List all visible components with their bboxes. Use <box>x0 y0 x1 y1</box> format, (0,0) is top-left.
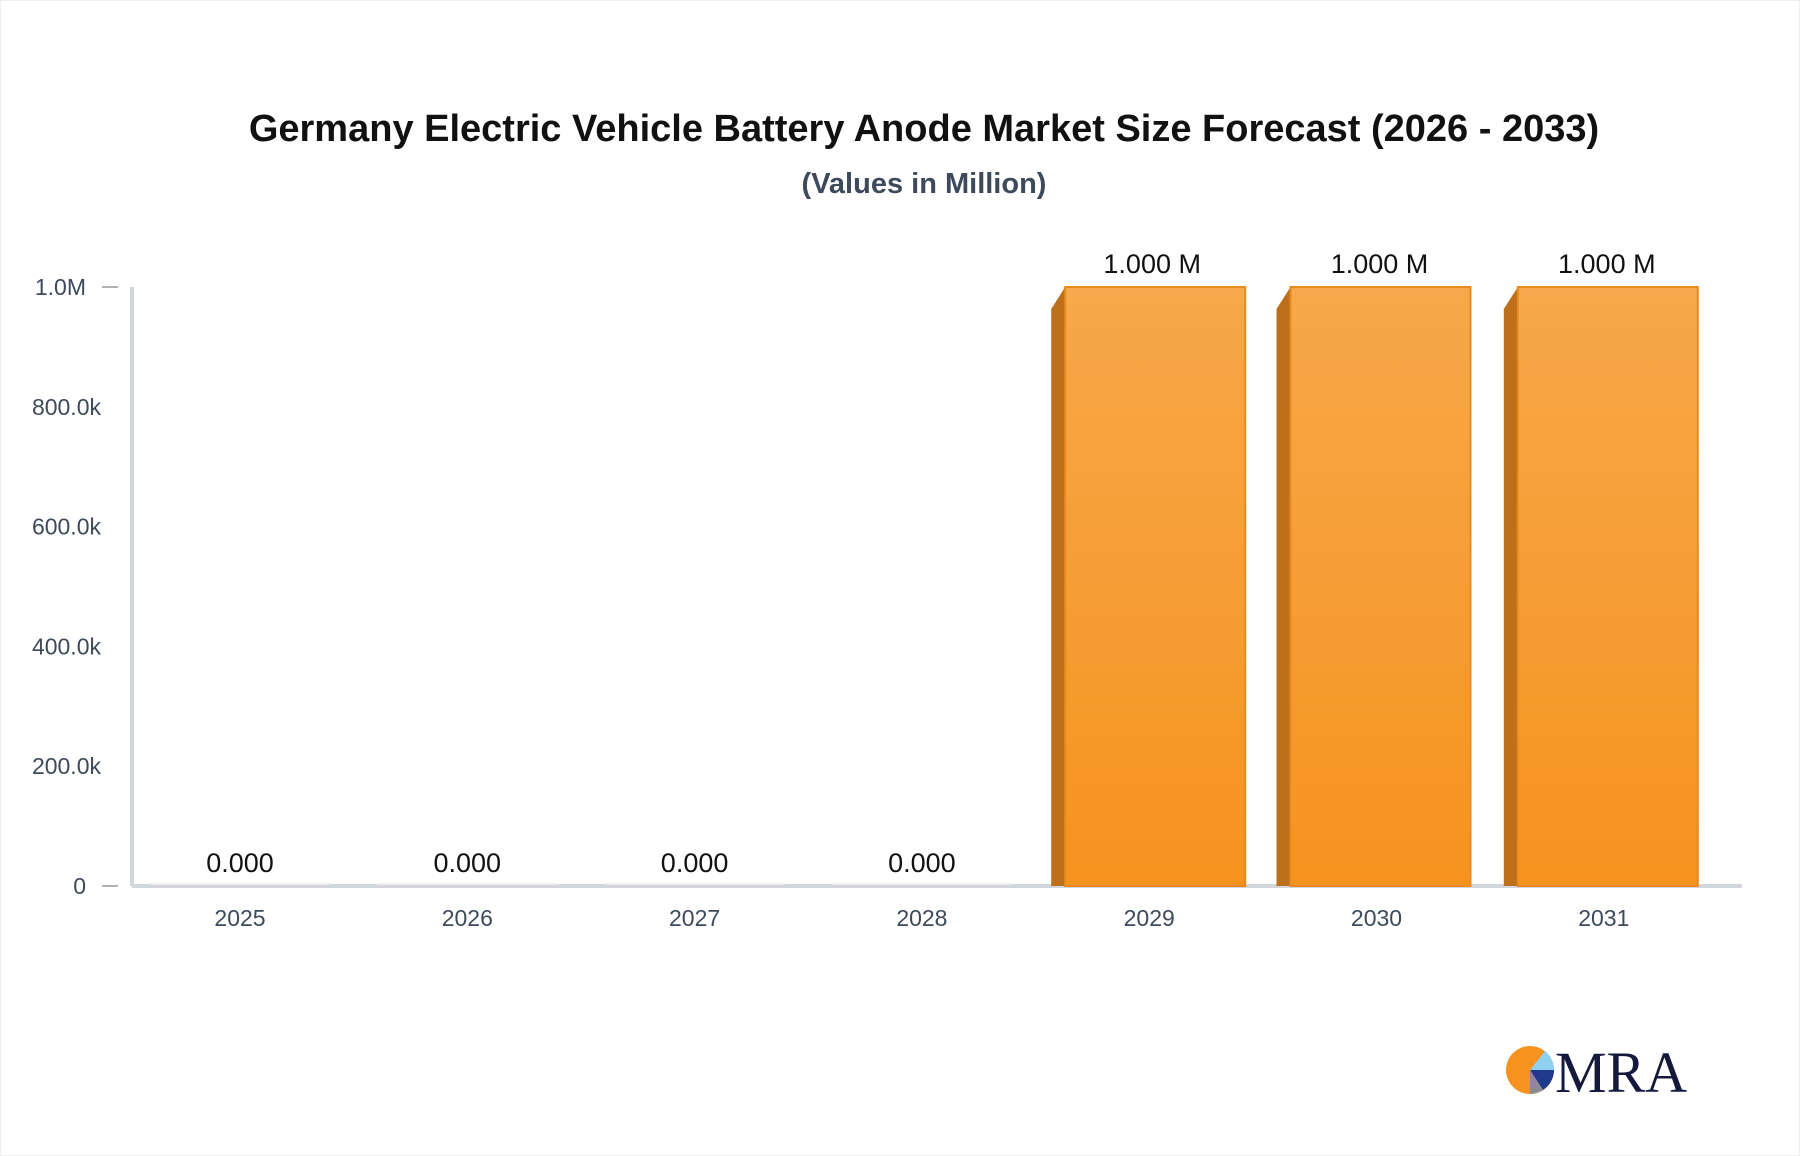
logo-text: MRA <box>1555 1040 1687 1100</box>
y-tick-label: 0 <box>73 873 86 899</box>
bar-side <box>1503 287 1518 886</box>
bar-side <box>1276 287 1291 886</box>
x-tick-label: 2029 <box>1124 905 1175 931</box>
mra-logo-icon: MRA <box>1506 1040 1687 1100</box>
bar <box>150 883 330 885</box>
y-tick-label: 600.0k <box>32 514 102 540</box>
data-label: 1.000 M <box>1558 249 1656 279</box>
chart-title: Germany Electric Vehicle Battery Anode M… <box>248 108 1600 150</box>
mra-logo: MRA <box>1505 1040 1695 1100</box>
y-tick-label: 400.0k <box>32 633 102 659</box>
bar <box>377 883 558 885</box>
x-tick-label: 2027 <box>669 905 720 931</box>
y-tick-label: 200.0k <box>32 753 102 779</box>
x-tick-label: 2028 <box>896 905 947 931</box>
data-label: 1.000 M <box>1331 249 1429 279</box>
data-label: 0.000 <box>661 848 729 878</box>
bar <box>1516 286 1699 887</box>
x-tick-label: 2030 <box>1351 905 1402 931</box>
bar <box>831 883 1012 885</box>
bar <box>604 883 785 885</box>
bar-side <box>1051 287 1066 886</box>
data-label: 0.000 <box>888 848 956 878</box>
data-label: 1.000 M <box>1103 249 1201 279</box>
y-tick-label: 1.0M <box>35 274 86 300</box>
x-tick-label: 2025 <box>214 905 265 931</box>
bar <box>1289 286 1472 887</box>
x-tick-label: 2031 <box>1578 905 1629 931</box>
y-tick-label: 800.0k <box>32 394 102 420</box>
data-label: 0.000 <box>206 848 274 878</box>
bar <box>1064 286 1247 887</box>
chart-subtitle: (Values in Million) <box>801 168 1047 200</box>
data-label: 0.000 <box>434 848 502 878</box>
x-tick-label: 2026 <box>442 905 493 931</box>
